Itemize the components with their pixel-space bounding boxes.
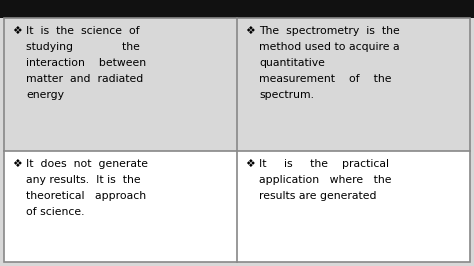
Text: spectrum.: spectrum. — [259, 90, 314, 100]
Text: ❖: ❖ — [245, 159, 255, 169]
Text: energy: energy — [26, 90, 64, 100]
Text: any results.  It is  the: any results. It is the — [26, 175, 141, 185]
Text: The  spectrometry  is  the: The spectrometry is the — [259, 26, 400, 36]
Text: quantitative: quantitative — [259, 58, 325, 68]
Text: of science.: of science. — [26, 207, 84, 217]
Text: theoretical   approach: theoretical approach — [26, 191, 146, 201]
Text: ❖: ❖ — [12, 26, 22, 36]
Text: application   where   the: application where the — [259, 175, 392, 185]
Text: matter  and  radiated: matter and radiated — [26, 74, 143, 84]
Text: It     is     the    practical: It is the practical — [259, 159, 389, 169]
Text: It  does  not  generate: It does not generate — [26, 159, 148, 169]
Bar — [0, 0, 474, 18]
Text: results are generated: results are generated — [259, 191, 376, 201]
Text: method used to acquire a: method used to acquire a — [259, 42, 400, 52]
Text: interaction    between: interaction between — [26, 58, 146, 68]
Text: ❖: ❖ — [245, 26, 255, 36]
Bar — [4, 18, 470, 151]
Text: measurement    of    the: measurement of the — [259, 74, 392, 84]
Text: ❖: ❖ — [12, 159, 22, 169]
Text: studying              the: studying the — [26, 42, 140, 52]
Bar — [4, 151, 470, 262]
Text: It  is  the  science  of: It is the science of — [26, 26, 140, 36]
